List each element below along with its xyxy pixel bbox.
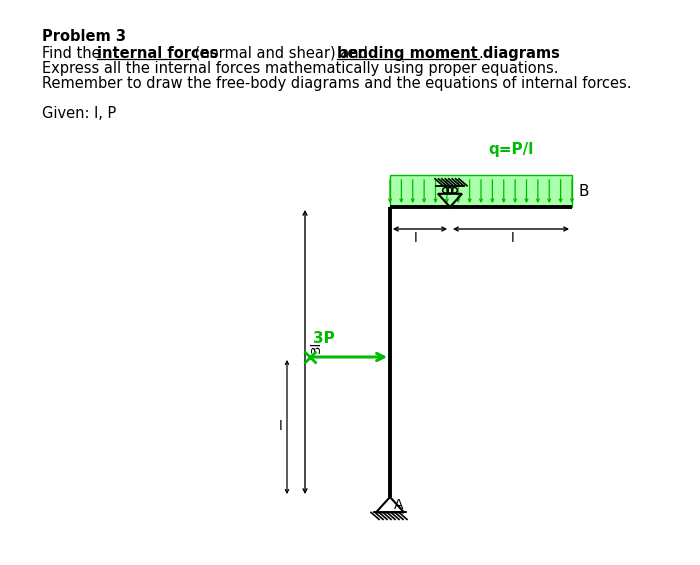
Text: A: A	[394, 498, 403, 512]
Text: Problem 3: Problem 3	[42, 29, 126, 44]
Text: internal forces: internal forces	[97, 46, 218, 61]
Text: .: .	[479, 46, 484, 61]
Text: Find the: Find the	[42, 46, 105, 61]
Text: 3l: 3l	[310, 341, 323, 353]
Text: l: l	[414, 232, 418, 245]
Text: Remember to draw the free-body diagrams and the equations of internal forces.: Remember to draw the free-body diagrams …	[42, 76, 631, 91]
Text: (normal and shear) and: (normal and shear) and	[190, 46, 372, 61]
Text: 3P: 3P	[313, 331, 335, 346]
Text: l: l	[511, 232, 515, 245]
Text: Express all the internal forces mathematically using proper equations.: Express all the internal forces mathemat…	[42, 61, 559, 76]
Text: Given: l, P: Given: l, P	[42, 106, 116, 121]
Text: B: B	[578, 184, 589, 198]
Bar	[390, 175, 572, 207]
Text: l: l	[279, 420, 283, 433]
Text: q=P/l: q=P/l	[489, 142, 533, 157]
Text: bending moment diagrams: bending moment diagrams	[337, 46, 560, 61]
